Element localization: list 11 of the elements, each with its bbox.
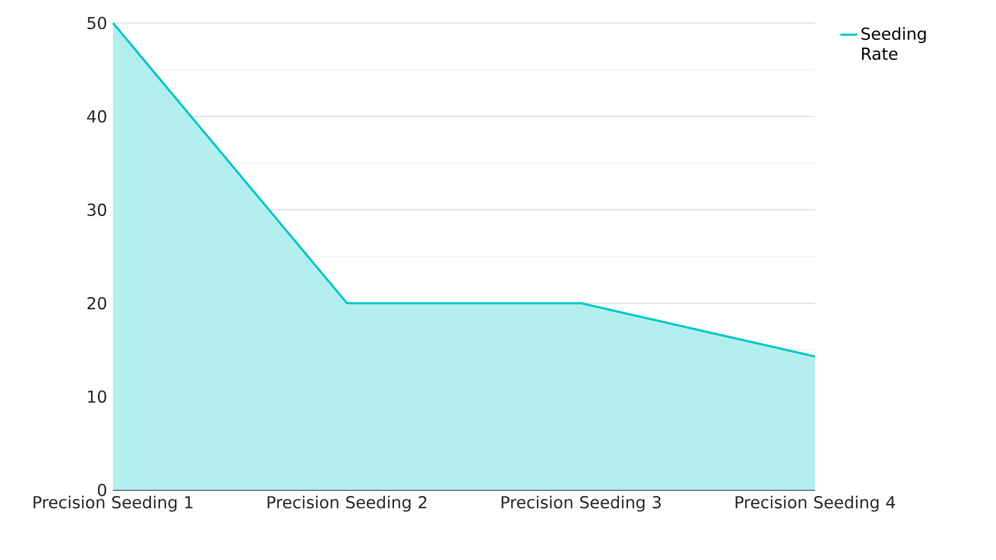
x-tick-label: Precision Seeding 3 — [502, 496, 661, 512]
x-tick-label: Precision Seeding 4 — [736, 496, 896, 512]
y-tick-label: 30 — [88, 204, 106, 216]
y-tick-label: 20 — [88, 296, 106, 310]
legend-label: Seeding Rate — [862, 27, 926, 60]
x-tick-label: Precision Seeding 1 — [34, 496, 192, 512]
y-tick-label: 0 — [98, 484, 106, 496]
y-tick-label: 40 — [87, 110, 106, 123]
x-tick-label: Precision Seeding 2 — [268, 496, 426, 512]
y-tick-label: 10 — [88, 390, 106, 403]
y-tick-label: 50 — [88, 16, 106, 30]
